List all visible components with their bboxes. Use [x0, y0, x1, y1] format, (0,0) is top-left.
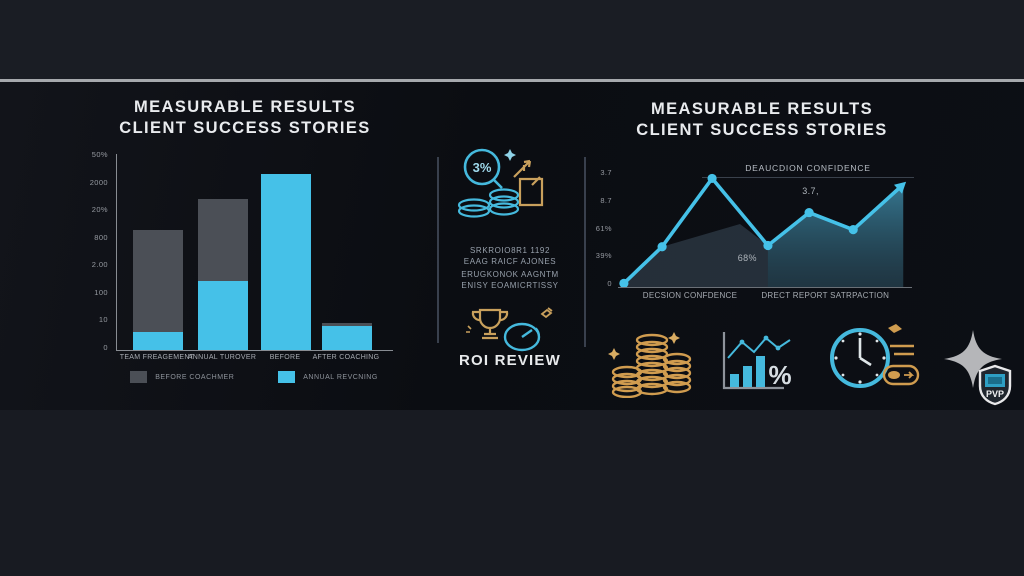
axes-lines [722, 332, 784, 390]
right-title-line2: CLIENT SUCCESS STORIES [636, 121, 888, 139]
gold-accent-icon [540, 307, 553, 319]
clock-ticks [834, 332, 886, 384]
mini-bars [730, 356, 765, 387]
bar-chart-plot [116, 154, 393, 351]
bar-segment [322, 322, 372, 327]
y-tick-label: 2.00 [91, 260, 108, 270]
bar-segment [133, 332, 183, 350]
legend-label: BEFORE COACHMER [155, 373, 235, 381]
left-title-line2: CLIENT SUCCESS STORIES [119, 119, 371, 137]
bar-segment [133, 230, 183, 333]
data-point-dot [619, 278, 629, 287]
line-chart-y-axis-labels: 3.7 8.7 61% 39% 0 [586, 168, 612, 288]
horizontal-divider-line [0, 79, 1024, 82]
y-tick-label: 39% [595, 251, 612, 261]
top-band [0, 0, 1024, 79]
bar-x-tick-label: BEFORE [269, 354, 301, 361]
y-tick-label: 0 [607, 279, 612, 288]
sparkle-icon [504, 149, 516, 161]
y-tick-label: 100 [94, 287, 108, 297]
clock-hands [858, 338, 872, 367]
legend-swatch [278, 371, 296, 383]
bar-x-tick-label: AFTER COACHING [312, 354, 380, 361]
middle-right-divider [584, 157, 586, 347]
growth-percent-chart-icon: % [722, 332, 792, 390]
middle-text-block-2: ERUGKONOK AAGNTM ENISY EOAMICRTISSY [437, 269, 583, 291]
middle-block1-line2: EAAG RAICF AJONES [463, 257, 557, 266]
data-point-dot [804, 207, 814, 218]
y-tick-label: 50% [91, 150, 108, 159]
line-chart-svg [619, 173, 907, 287]
left-title-line1: MEASURABLE RESULTS [134, 98, 356, 116]
gauge-icon [503, 322, 541, 352]
bar-segment [322, 326, 372, 350]
bar-x-tick-label: TEAM FREAGEMENT [119, 354, 195, 361]
gold-pill-toggle [882, 364, 920, 386]
data-point-dot [848, 225, 858, 235]
right-panel-title: MEASURABLE RESULTS CLIENT SUCCESS STORIE… [612, 99, 912, 141]
trophy-gauge-icon [466, 307, 553, 352]
right-title-line1: MEASURABLE RESULTS [651, 100, 873, 118]
clock-speed-icon [830, 324, 920, 388]
data-point-dot [763, 240, 773, 251]
legend-item: ANNUAL REVCNING [278, 371, 378, 383]
line-chart-plot: 3.7, 68% [618, 165, 912, 288]
coin-stacks-icon [608, 332, 692, 398]
clock-face [830, 328, 890, 388]
data-point-dot [657, 242, 667, 252]
bar-chart-y-axis-labels: 50% 2000 20% 800 2.00 100 10 0 [76, 150, 108, 352]
sparkle-icon [608, 332, 680, 360]
badge-label: PVP [986, 389, 1004, 399]
bar-chart-legend: BEFORE COACHMER ANNUAL REVCNING [106, 371, 402, 383]
y-tick-label: 20% [91, 205, 108, 215]
middle-text-block-1: SRKROIO8R1 1192 EAAG RAICF AJONES [437, 245, 583, 267]
legend-label: ANNUAL REVCNING [303, 373, 378, 381]
y-tick-label: 0 [103, 342, 108, 352]
middle-block2-line2: ENISY EOAMICRTISSY [461, 281, 559, 290]
trophy-icon [466, 308, 509, 340]
middle-left-divider [437, 157, 439, 343]
roi-review-label: ROI REVIEW [458, 352, 561, 369]
coin-stack-right [662, 352, 692, 394]
left-panel-title: MEASURABLE RESULTS CLIENT SUCCESS STORIE… [95, 97, 395, 139]
y-tick-label: 61% [595, 223, 612, 233]
sparkle-star-icon [944, 330, 1002, 388]
y-tick-label: 800 [94, 232, 108, 242]
coin-stack-middle [635, 333, 669, 396]
line-chart-subtitle: DEAUCDION CONFIDENCE [702, 163, 914, 178]
y-tick-label: 10 [98, 315, 108, 325]
coins-icon [457, 188, 520, 218]
line-chart-x-axis-labels: DECSION CONFDENCE DRECT REPORT SATRPACTIO… [618, 291, 912, 303]
svg-text:3%: 3% [473, 160, 492, 175]
middle-block2-line1: ERUGKONOK AAGNTM [461, 270, 559, 279]
growth-search-icon: 3% [457, 148, 544, 218]
legend-item: BEFORE COACHMER [130, 371, 234, 383]
chart-annotation: 68% [737, 252, 757, 263]
y-tick-label: 2000 [89, 177, 108, 187]
speed-lines [890, 344, 914, 356]
bar-segment [198, 281, 248, 350]
data-point-dot [707, 173, 717, 184]
gold-arrow-box-icon [513, 159, 544, 207]
bottom-band [0, 410, 1024, 576]
area-fill [767, 184, 904, 287]
y-tick-label: 3.7 [600, 168, 612, 177]
legend-swatch [130, 371, 148, 383]
arrow-head-icon [894, 181, 907, 194]
bar-x-tick-label: ANNUAL TUROVER [187, 354, 257, 361]
bar-chart-x-axis-labels: TEAM FREAGEMENT ANNUAL TUROVER BEFORE AFTER… [116, 354, 392, 366]
y-tick-label: 8.7 [600, 195, 612, 205]
percent-symbol: % [768, 360, 791, 390]
bar-segment [261, 173, 311, 350]
pvp-shield-badge: PVP [978, 364, 1012, 406]
gold-flag-icon [888, 324, 902, 333]
chart-annotation: 3.7, [802, 185, 819, 196]
middle-block1-line1: SRKROIO8R1 1192 [470, 246, 550, 255]
trend-dots [739, 335, 781, 351]
line-x-axis-label: DECSION CONFDENCE [642, 291, 738, 300]
bar-segment [198, 199, 248, 282]
trend-zigzag [727, 336, 791, 359]
line-x-axis-label: DRECT REPORT SATRPACTION [761, 291, 890, 300]
